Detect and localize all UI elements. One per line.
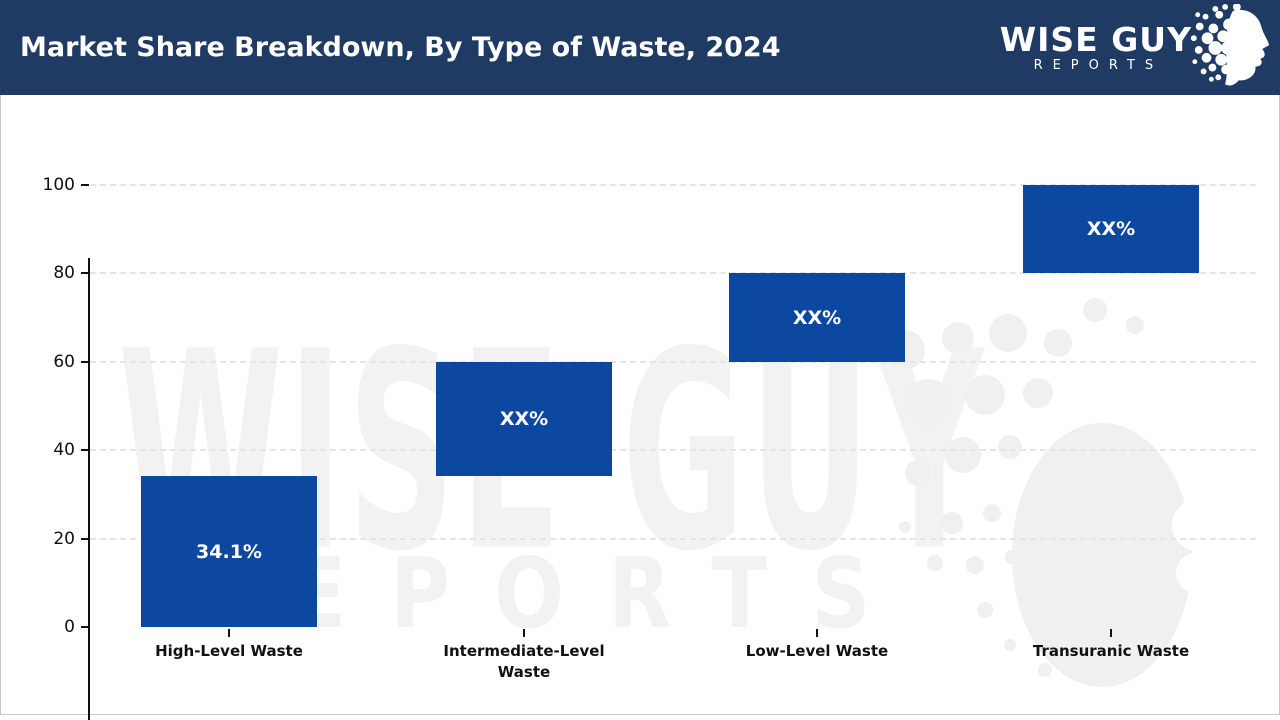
y-tick-label-40: 40 (53, 440, 75, 461)
gridline-80 (90, 272, 1256, 275)
wise-guy-reports-logo: WISE GUY REPORTS (1000, 3, 1280, 92)
y-tick-100 (81, 184, 89, 186)
x-tick-1 (523, 629, 525, 637)
x-tick-0 (228, 629, 230, 637)
y-tick-40 (81, 449, 89, 452)
y-tick-80 (81, 272, 89, 275)
page-border-left (0, 95, 1, 715)
x-axis-label-2: Low-Level Waste (745, 642, 889, 660)
page-title: Market Share Breakdown, By Type of Waste… (20, 32, 781, 63)
page-border-bottom (0, 714, 1280, 715)
y-tick-label-0: 0 (64, 617, 75, 637)
x-tick-2 (816, 629, 818, 637)
header-bar: Market Share Breakdown, By Type of Waste… (0, 0, 1280, 95)
y-tick-0 (81, 626, 89, 628)
gridline-20 (90, 537, 1256, 540)
watermark-head-dots (890, 298, 1220, 687)
logo-wordmark: WISE GUY (999, 20, 1192, 59)
gridline-40 (90, 449, 1256, 452)
bar-transuranic-waste: XX% (1023, 185, 1199, 274)
bar-value-label: XX% (1086, 218, 1136, 241)
x-axis-label-0: High-Level Waste (155, 642, 303, 660)
y-tick-label-20: 20 (53, 528, 75, 549)
gridline-100 (90, 184, 1256, 186)
y-tick-20 (81, 537, 89, 540)
logo-subtitle: REPORTS (1033, 58, 1164, 73)
y-tick-60 (81, 360, 89, 363)
y-tick-label-80: 80 (53, 263, 75, 284)
waterfall-chart: WISE GUY REPORTS 0 20 40 60 80 100 34.1% XX% XX%… (0, 95, 1280, 720)
bar-value-label: XX% (792, 306, 842, 329)
y-tick-label-60: 60 (53, 351, 75, 372)
bar-high-level-waste: 34.1% (141, 476, 317, 627)
bar-intermediate-level-waste: XX% (436, 361, 612, 477)
x-tick-3 (1110, 629, 1112, 637)
y-tick-label-100: 100 (42, 175, 75, 195)
bar-value-label: 34.1% (196, 540, 262, 563)
x-axis-label-1: Intermediate-Level Waste (443, 642, 605, 681)
x-axis-label-3: Transuranic Waste (1032, 642, 1190, 660)
logo-text: WISE GUY REPORTS (1000, 23, 1192, 72)
y-axis-spine (88, 258, 90, 720)
bar-low-level-waste: XX% (729, 273, 905, 362)
bar-value-label: XX% (499, 408, 549, 431)
wise-guy-head-icon (1190, 3, 1270, 86)
gridline-60 (90, 360, 1256, 363)
